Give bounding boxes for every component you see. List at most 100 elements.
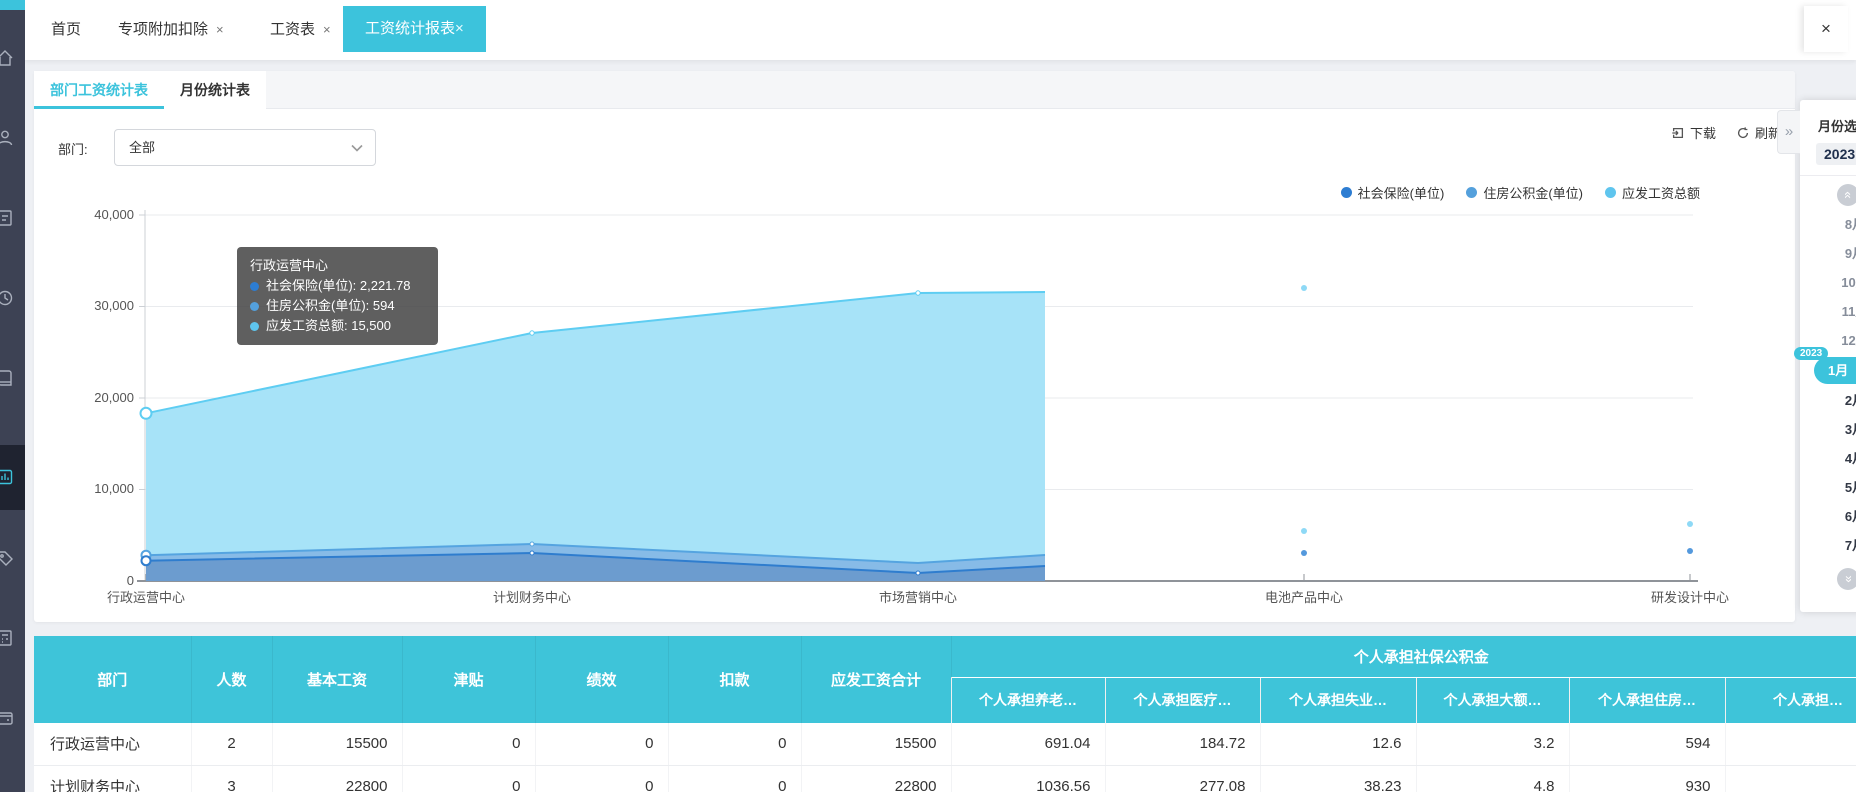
employee-icon[interactable] — [0, 128, 15, 148]
tooltip-text: 应发工资总额: 15,500 — [266, 318, 391, 333]
month-item-apr[interactable]: 4月 — [1844, 451, 1856, 466]
history-icon[interactable] — [0, 288, 15, 308]
tab-close-icon[interactable]: × — [323, 22, 331, 37]
month-item-feb[interactable]: 2月 — [1844, 393, 1856, 408]
download-icon — [1672, 127, 1683, 138]
month-picker-panel: » 月份选择 2023.01 « 8月 9月 10月 11月 12月 2023 … — [1777, 100, 1856, 612]
chevron-double-right-icon: » — [1784, 123, 1794, 140]
x-category-label: 市场营销中心 — [879, 590, 957, 605]
cell-department: 行政运营中心 — [34, 723, 192, 766]
cell-allowance: 0 — [402, 765, 536, 792]
data-point — [529, 541, 535, 547]
salary-table-wrap[interactable]: 部门 人数 基本工资 津贴 绩效 扣款 应发工资合计 个人承担社保公积金 个人承… — [34, 636, 1856, 792]
scroll-up-button[interactable]: « — [1837, 184, 1856, 206]
col-headcount[interactable]: 人数 — [191, 636, 273, 723]
subtab-department-stats[interactable]: 部门工资统计表 — [34, 71, 164, 109]
department-filter-label: 部门: — [58, 142, 88, 157]
wallet-icon[interactable] — [0, 708, 15, 728]
legend-item-social-insurance[interactable]: 社会保险(单位) — [1340, 183, 1445, 202]
legend-label: 社会保险(单位) — [1357, 186, 1445, 201]
subtab-strip: 部门工资统计表 月份统计表 — [34, 71, 1795, 109]
col-performance[interactable]: 绩效 — [535, 636, 669, 723]
tab-home-label: 首页 — [51, 21, 82, 38]
audit-icon[interactable] — [0, 208, 15, 228]
col-pension[interactable]: 个人承担养老… — [951, 677, 1106, 723]
col-department[interactable]: 部门 — [34, 636, 192, 723]
subtab-month-stats[interactable]: 月份统计表 — [180, 82, 250, 98]
download-label: 下载 — [1689, 126, 1716, 141]
calculator-icon[interactable] — [0, 628, 15, 648]
cell-medical: 184.72 — [1105, 723, 1261, 766]
col-base-salary[interactable]: 基本工资 — [272, 636, 403, 723]
cell-base-salary: 15500 — [272, 723, 403, 766]
department-select-value: 全部 — [129, 140, 156, 155]
refresh-button[interactable]: 刷新 — [1736, 123, 1781, 142]
refresh-icon — [1738, 126, 1749, 138]
download-button[interactable]: 下载 — [1671, 123, 1716, 142]
col-gross-total[interactable]: 应发工资合计 — [801, 636, 952, 723]
cell-housing: 930 — [1569, 765, 1726, 792]
tab-home[interactable]: 首页 — [51, 0, 81, 60]
col-personal-other[interactable]: 个人承担… — [1725, 677, 1856, 723]
logo-accent — [0, 0, 25, 10]
col-housing[interactable]: 个人承担住房… — [1569, 677, 1726, 723]
month-item-jun[interactable]: 6月 — [1844, 509, 1856, 524]
month-item-oct[interactable]: 10月 — [1841, 275, 1856, 290]
month-item-jan-selected[interactable]: 1月 — [1814, 357, 1856, 384]
col-supplementary[interactable]: 个人承担大额… — [1416, 677, 1570, 723]
month-item-nov[interactable]: 11月 — [1841, 304, 1856, 319]
left-sidebar — [0, 0, 25, 792]
cell-headcount: 2 — [191, 723, 273, 766]
sidebar-active-item[interactable] — [0, 445, 25, 510]
legend-label: 住房公积金(单位) — [1483, 186, 1583, 201]
month-item-aug[interactable]: 8月 — [1844, 217, 1856, 232]
tab-close-icon[interactable]: × — [455, 20, 464, 37]
month-panel-title: 月份选择 — [1818, 119, 1856, 134]
close-window-button[interactable]: × — [1804, 6, 1848, 52]
col-allowance[interactable]: 津贴 — [402, 636, 536, 723]
line-gross-salary — [145, 291, 1046, 415]
col-medical[interactable]: 个人承担医疗… — [1105, 677, 1261, 723]
hover-point-social-insurance — [140, 555, 152, 567]
table-header-row-2: 个人承担养老… 个人承担医疗… 个人承担失业… 个人承担大额… 个人承担住房… … — [34, 677, 1856, 723]
scroll-down-button[interactable]: « — [1837, 568, 1856, 590]
tooltip-row: 住房公积金(单位): 594 — [250, 296, 425, 316]
tab-close-icon[interactable]: × — [216, 22, 224, 37]
ledger-icon[interactable] — [0, 368, 15, 388]
legend-item-gross-salary[interactable]: 应发工资总额 — [1604, 183, 1700, 202]
cell-base-salary: 22800 — [272, 765, 403, 792]
home-icon[interactable] — [0, 48, 15, 68]
divider — [1800, 175, 1856, 176]
table-row[interactable]: 行政运营中心 2 15500 0 0 0 15500 691.04 184.72… — [34, 723, 1856, 766]
month-item-mar[interactable]: 3月 — [1844, 422, 1856, 437]
tab-salary-report-active[interactable]: 工资统计报表× — [343, 6, 486, 52]
tab-salary-sheet[interactable]: 工资表 × — [270, 0, 331, 60]
tab-label: 工资表 — [270, 21, 316, 38]
month-item-dec[interactable]: 12月 — [1841, 333, 1856, 348]
stacked-area-chart[interactable]: 40,000 30,000 20,000 10,000 0 行政运营中心 计划财… — [60, 180, 1760, 615]
tooltip-text: 住房公积金(单位): 594 — [266, 298, 395, 313]
col-unemployment[interactable]: 个人承担失业… — [1260, 677, 1417, 723]
collapse-panel-button[interactable]: » — [1777, 110, 1800, 154]
hover-point-gross-salary — [139, 406, 153, 420]
month-item-jul[interactable]: 7月 — [1844, 538, 1856, 553]
cell-supplementary: 4.8 — [1416, 765, 1570, 792]
y-tick-label: 40,000 — [94, 207, 134, 222]
y-tick-label: 10,000 — [94, 481, 134, 496]
salary-table: 部门 人数 基本工资 津贴 绩效 扣款 应发工资合计 个人承担社保公积金 个人承… — [34, 636, 1856, 792]
tag-icon[interactable] — [0, 548, 15, 568]
col-deduction[interactable]: 扣款 — [668, 636, 802, 723]
legend-label: 应发工资总额 — [1621, 186, 1700, 201]
x-category-label: 研发设计中心 — [1651, 590, 1729, 605]
month-item-sep[interactable]: 9月 — [1844, 246, 1856, 261]
table-row[interactable]: 计划财务中心 3 22800 0 0 0 22800 1036.56 277.0… — [34, 765, 1856, 792]
isolated-point — [1301, 550, 1307, 556]
legend-item-housing-fund[interactable]: 住房公积金(单位) — [1466, 183, 1583, 202]
refresh-label: 刷新 — [1754, 126, 1781, 141]
table-header-row-1: 部门 人数 基本工资 津贴 绩效 扣款 应发工资合计 个人承担社保公积金 — [34, 636, 1856, 723]
month-item-may[interactable]: 5月 — [1844, 480, 1856, 495]
x-category-label: 计划财务中心 — [493, 590, 571, 605]
department-select[interactable]: 全部 — [114, 129, 376, 166]
tab-special-deduction[interactable]: 专项附加扣除 × — [118, 0, 224, 60]
tooltip-title: 行政运营中心 — [250, 258, 329, 273]
